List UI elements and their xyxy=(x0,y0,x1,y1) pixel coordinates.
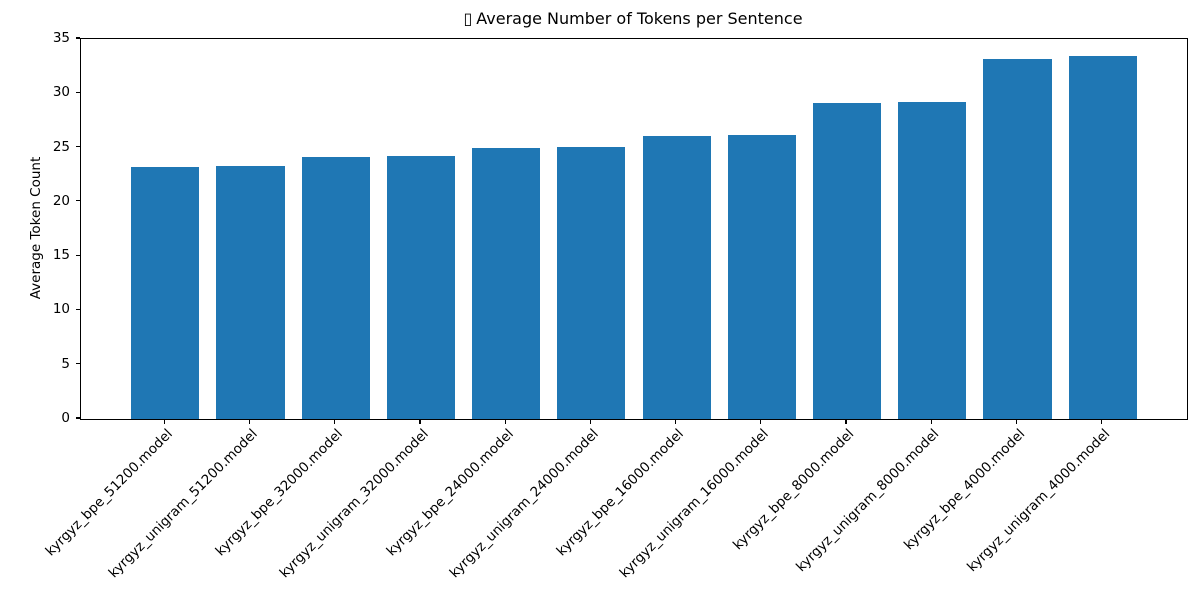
bar xyxy=(727,134,796,419)
x-tick-mark xyxy=(163,420,165,424)
bar xyxy=(472,147,541,419)
y-tick-label: 10 xyxy=(52,301,70,318)
x-tick-mark xyxy=(930,420,932,424)
x-tick-mark xyxy=(334,420,336,424)
bar xyxy=(386,156,456,419)
bar xyxy=(812,103,882,419)
bar xyxy=(898,101,967,419)
y-tick-label: 15 xyxy=(52,247,70,264)
y-tick-mark xyxy=(76,91,80,93)
x-tick-mark xyxy=(248,420,251,424)
chart-title: ▯ Average Number of Tokens per Sentence xyxy=(80,8,1186,30)
bar xyxy=(1068,56,1137,419)
y-tick-mark xyxy=(76,417,80,419)
y-tick-mark xyxy=(76,37,80,39)
x-tick-label: kyrgyz_unigram_51200.model xyxy=(105,426,261,582)
y-tick-label: 5 xyxy=(61,355,70,372)
bar xyxy=(642,135,711,419)
y-axis-label: Average Token Count xyxy=(28,156,44,300)
y-tick-mark xyxy=(76,308,80,311)
x-tick-label: kyrgyz_unigram_24000.model xyxy=(446,426,602,582)
x-tick-label: kyrgyz_unigram_16000.model xyxy=(616,426,773,582)
x-tick-mark xyxy=(504,420,506,424)
x-tick-mark xyxy=(845,420,847,424)
y-tick-label: 0 xyxy=(61,410,70,426)
x-tick-mark xyxy=(589,420,591,424)
x-tick-mark xyxy=(760,420,762,424)
x-tick-mark xyxy=(1015,420,1018,424)
x-tick-label: kyrgyz_unigram_4000.model xyxy=(963,426,1113,576)
x-tick-mark xyxy=(419,420,421,424)
missing-emoji-glyph: ▯ xyxy=(463,9,473,28)
y-tick-mark xyxy=(76,200,80,202)
y-tick-label: 35 xyxy=(52,30,70,46)
x-tick-label: kyrgyz_unigram_8000.model xyxy=(793,426,943,576)
bar xyxy=(216,166,285,419)
bar xyxy=(301,157,370,419)
bar xyxy=(131,167,200,419)
bar xyxy=(983,58,1052,419)
y-tick-label: 25 xyxy=(52,138,70,155)
y-tick-mark xyxy=(76,145,80,148)
plot-area xyxy=(80,38,1188,420)
y-tick-mark xyxy=(76,363,80,365)
y-tick-label: 30 xyxy=(52,84,70,101)
x-tick-mark xyxy=(675,420,677,424)
y-tick-label: 20 xyxy=(52,192,70,209)
y-tick-mark xyxy=(76,254,80,256)
x-tick-label: kyrgyz_unigram_32000.model xyxy=(276,426,432,582)
bar xyxy=(557,146,626,419)
chart-title-text: Average Number of Tokens per Sentence xyxy=(476,9,803,28)
x-tick-mark xyxy=(1101,420,1103,424)
